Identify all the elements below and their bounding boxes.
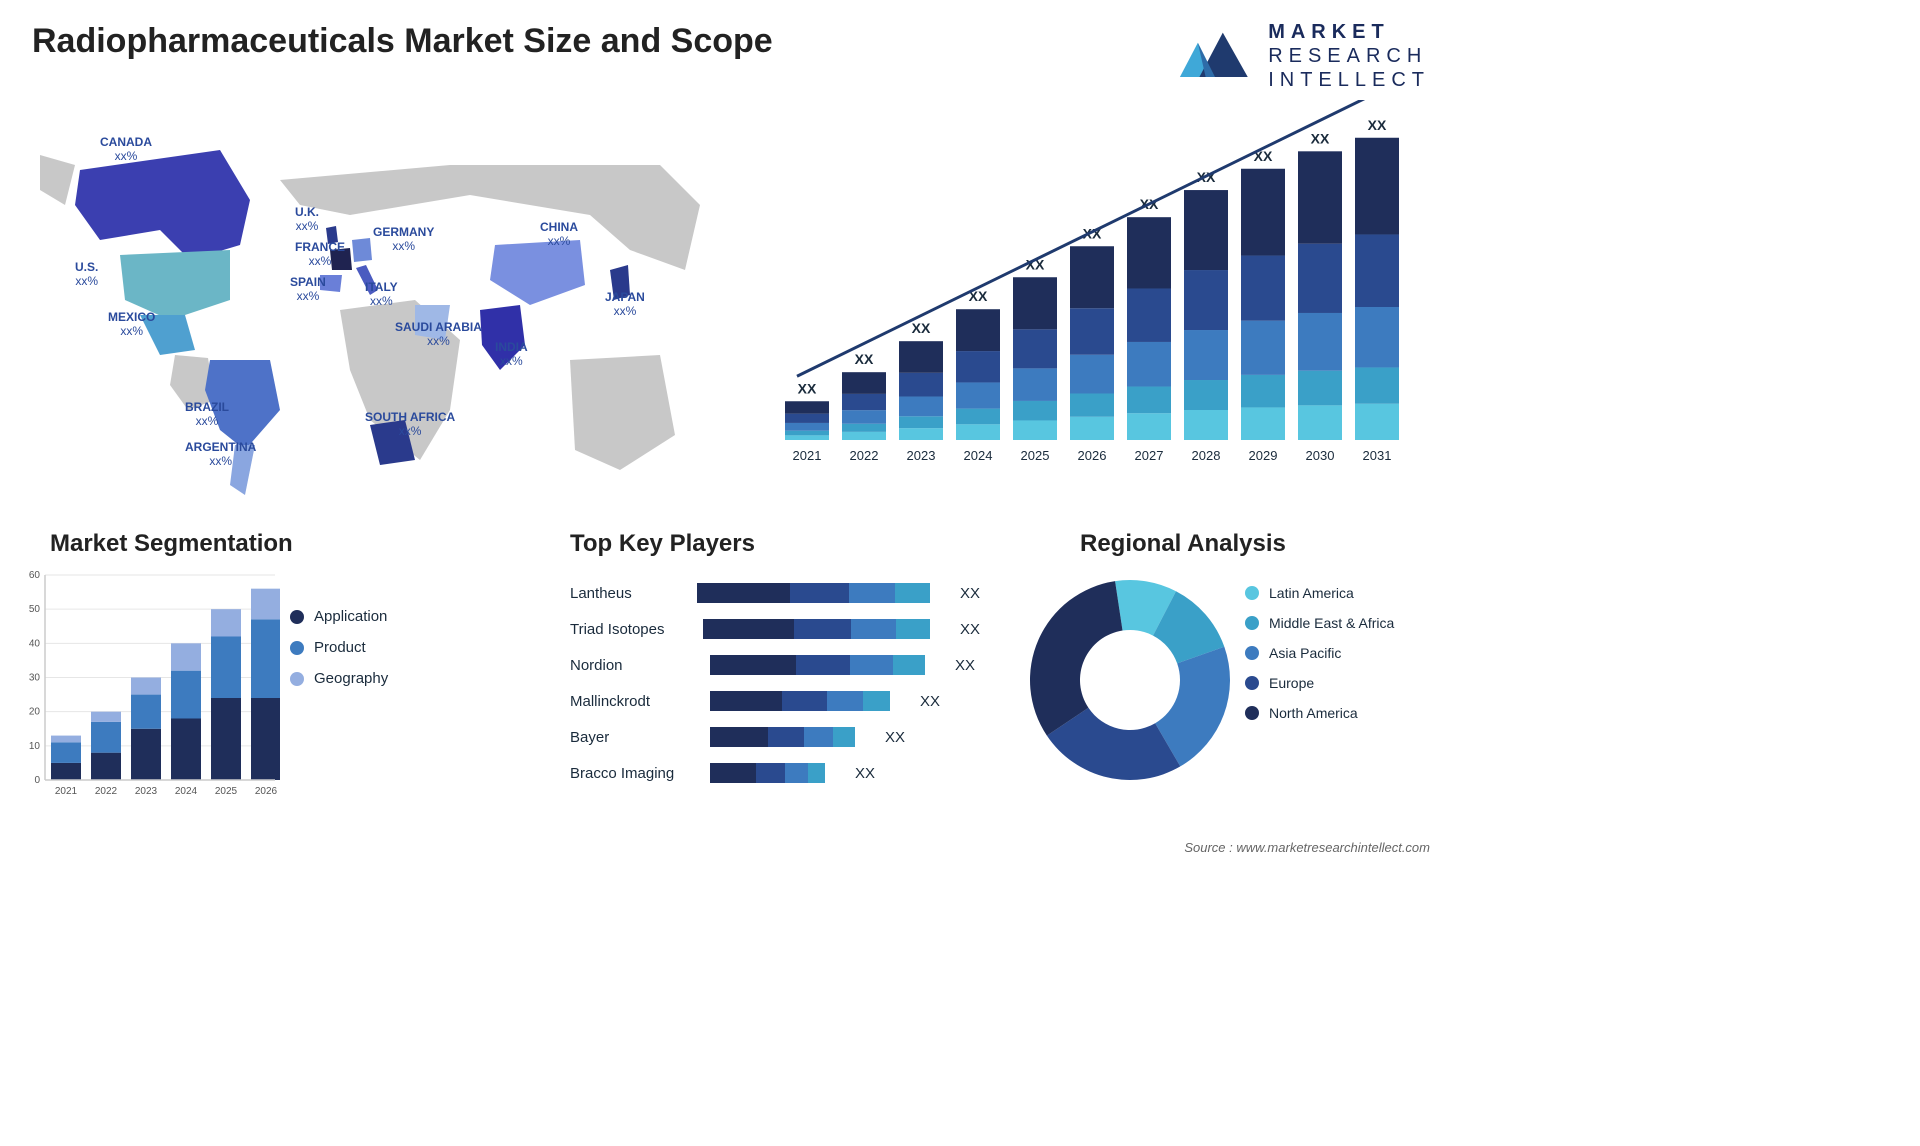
map-label: CHINAxx% [540,220,578,249]
svg-text:2024: 2024 [175,786,198,797]
source-text: Source : www.marketresearchintellect.com [1184,840,1430,855]
regional-legend-item: Middle East & Africa [1245,615,1394,631]
svg-text:2024: 2024 [964,448,993,463]
key-player-bar [710,763,825,783]
regional-legend: Latin America Middle East & Africa Asia Pa… [1245,585,1394,735]
segmentation-bar-chart: 0 10 20 30 40 50 60 2021 2022 2023 2024 2025 2026 [20,570,280,800]
key-player-row: Triad Isotopes XX [570,616,980,642]
key-player-bar [703,619,930,639]
map-label: GERMANYxx% [373,225,434,254]
key-player-bar [697,583,930,603]
key-player-name: Bracco Imaging [570,765,690,782]
logo-text: MARKET RESEARCH INTELLECT [1268,20,1430,92]
map-label: U.S.xx% [75,260,98,289]
svg-text:2028: 2028 [1192,448,1221,463]
svg-text:2023: 2023 [907,448,936,463]
svg-text:0: 0 [34,775,40,786]
key-player-row: Mallinckrodt XX [570,688,980,714]
map-label: SPAINxx% [290,275,326,304]
donut-slice [1030,581,1123,735]
segmentation-legend: Application Product Geography [290,608,388,701]
key-player-name: Triad Isotopes [570,621,683,638]
segmentation-title: Market Segmentation [50,530,293,558]
svg-text:50: 50 [29,604,41,615]
key-player-bar [710,691,890,711]
map-region-eu-de [352,238,372,262]
key-player-row: Lantheus XX [570,580,980,606]
key-player-value: XX [960,621,980,638]
svg-text:60: 60 [29,570,41,581]
key-player-value: XX [955,657,975,674]
svg-text:2022: 2022 [95,786,118,797]
svg-text:XX: XX [798,380,817,396]
svg-text:XX: XX [855,351,874,367]
map-label: U.K.xx% [295,205,319,234]
key-players-title: Top Key Players [570,530,755,558]
map-label: CANADAxx% [100,135,152,164]
logo-icon [1176,26,1254,86]
svg-text:2021: 2021 [793,448,822,463]
key-player-value: XX [855,765,875,782]
key-players-bars: LantheusXXTriad IsotopesXXNordionXXMalli… [570,580,980,796]
svg-text:2031: 2031 [1363,448,1392,463]
map-region-as-china [490,240,585,305]
svg-text:2026: 2026 [1078,448,1107,463]
svg-text:30: 30 [29,673,41,684]
svg-text:2027: 2027 [1135,448,1164,463]
map-label: FRANCExx% [295,240,345,269]
key-player-name: Bayer [570,729,690,746]
svg-text:10: 10 [29,741,41,752]
regional-donut-chart [1020,570,1240,790]
svg-text:2021: 2021 [55,786,78,797]
svg-text:XX: XX [1311,130,1330,146]
key-player-name: Mallinckrodt [570,693,690,710]
key-player-value: XX [960,585,980,602]
key-player-row: Bracco Imaging XX [570,760,980,786]
map-label: SAUDI ARABIAxx% [395,320,482,349]
svg-text:2025: 2025 [215,786,238,797]
segmentation-legend-item: Product [290,639,388,656]
segmentation-legend-item: Geography [290,670,388,687]
regional-legend-item: North America [1245,705,1394,721]
regional-legend-item: Latin America [1245,585,1394,601]
svg-text:2022: 2022 [850,448,879,463]
svg-text:2026: 2026 [255,786,278,797]
map-label: MEXICOxx% [108,310,155,339]
svg-text:2029: 2029 [1249,448,1278,463]
map-label: ARGENTINAxx% [185,440,256,469]
svg-text:XX: XX [912,320,931,336]
world-map: CANADAxx% U.S.xx% MEXICOxx% BRAZILxx% ARGENT… [20,110,720,505]
map-label: SOUTH AFRICAxx% [365,410,455,439]
brand-logo: MARKET RESEARCH INTELLECT [1176,20,1430,92]
key-player-row: Bayer XX [570,724,980,750]
svg-text:XX: XX [1368,117,1387,133]
svg-text:2023: 2023 [135,786,158,797]
growth-bar-chart: XX2021XX2022XX2023XX2024XX2025XX2026XX20… [780,100,1420,470]
regional-legend-item: Europe [1245,675,1394,691]
key-player-row: Nordion XX [570,652,980,678]
key-player-bar [710,727,855,747]
regional-title: Regional Analysis [1080,530,1286,558]
svg-text:2030: 2030 [1306,448,1335,463]
key-player-value: XX [885,729,905,746]
map-label: JAPANxx% [605,290,645,319]
key-player-name: Lantheus [570,585,677,602]
map-label: BRAZILxx% [185,400,229,429]
key-player-name: Nordion [570,657,690,674]
map-label: INDIAxx% [495,340,528,369]
key-player-value: XX [920,693,940,710]
map-region-na-canada [75,150,250,260]
svg-text:20: 20 [29,707,41,718]
svg-text:40: 40 [29,638,41,649]
regional-legend-item: Asia Pacific [1245,645,1394,661]
key-player-bar [710,655,925,675]
segmentation-legend-item: Application [290,608,388,625]
svg-text:2025: 2025 [1021,448,1050,463]
page-title: Radiopharmaceuticals Market Size and Sco… [32,22,773,61]
map-label: ITALYxx% [365,280,398,309]
